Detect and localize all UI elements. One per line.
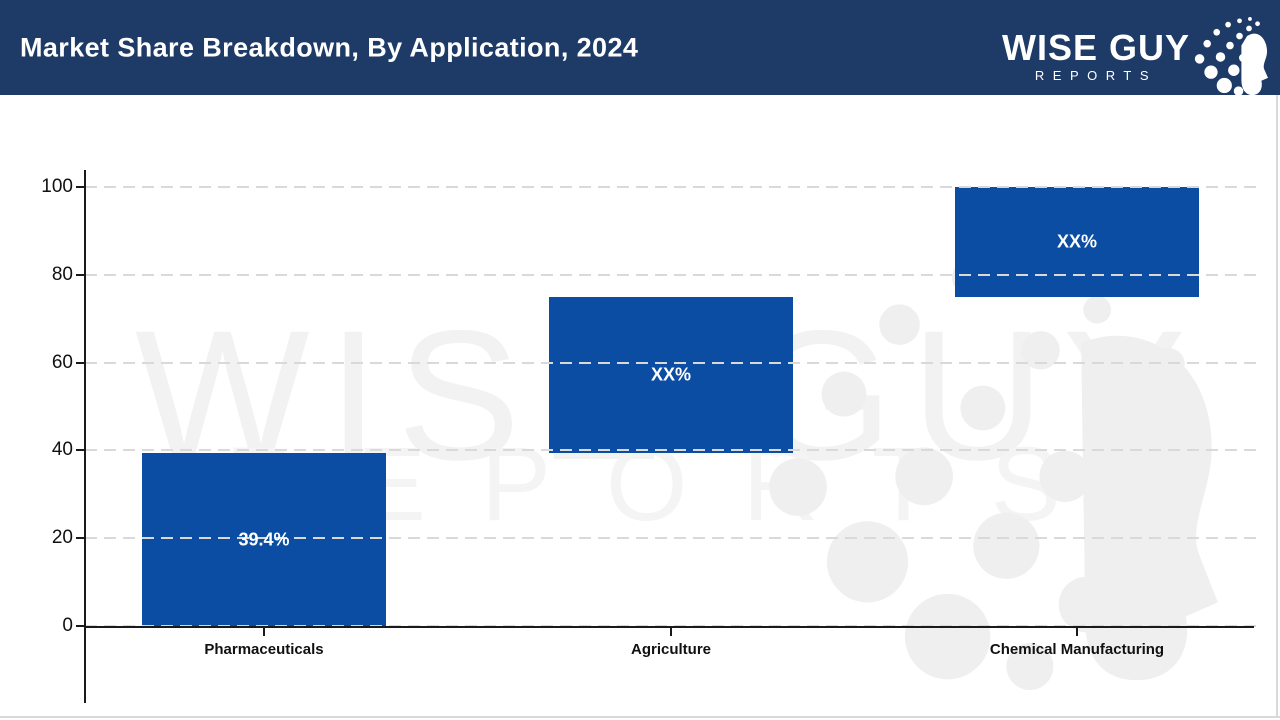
y-tick-mark [76, 186, 84, 188]
bar-value-label: 39.4% [238, 529, 290, 550]
y-tick-mark [76, 537, 84, 540]
x-axis-category-label: Chemical Manufacturing [989, 641, 1165, 658]
y-tick-label: 80 [51, 263, 73, 285]
y-tick-label: 60 [51, 351, 73, 373]
page-right-border [1276, 95, 1278, 716]
y-axis [84, 170, 86, 703]
y-tick-label: 0 [62, 615, 73, 636]
x-tick-mark [1076, 628, 1078, 636]
brand-subtitle: REPORTS [1034, 67, 1158, 83]
gridline [85, 273, 1262, 276]
x-axis-category-label: Agriculture [630, 641, 711, 658]
y-tick-mark [76, 625, 84, 627]
header-bar: Market Share Breakdown, By Application, … [0, 0, 1280, 98]
gridline [85, 186, 1262, 188]
dotted-head-icon [1194, 17, 1268, 96]
waterfall-chart: WISE GUY REPORTS 0 20 40 60 80 100 39.4% Pharma… [0, 95, 1280, 720]
bar-value-label: XX% [1056, 231, 1098, 252]
x-tick-mark [670, 628, 672, 636]
gridline [85, 449, 1262, 452]
x-tick-mark [263, 628, 265, 636]
y-tick-label: 40 [51, 439, 73, 461]
page-bottom-border [0, 716, 1280, 718]
y-tick-label: 100 [41, 176, 73, 197]
brand-name: WISE GUY [1001, 26, 1190, 68]
y-tick-mark [76, 361, 84, 364]
gridline [85, 361, 1262, 364]
gridline [85, 537, 1262, 540]
y-tick-mark [76, 449, 84, 452]
bar [549, 296, 793, 454]
brand-logo-text: WISE GUY REPORTS [1001, 26, 1190, 83]
bar [142, 453, 386, 626]
brand-logo: WISE GUY REPORTS [1002, 14, 1268, 98]
page-title: Market Share Breakdown, By Application, … [20, 32, 639, 62]
y-tick-mark [76, 273, 84, 276]
x-axis-category-label: Pharmaceuticals [204, 641, 324, 658]
y-tick-label: 20 [51, 527, 73, 549]
bar-value-label: XX% [650, 364, 692, 385]
x-axis [84, 626, 1254, 628]
